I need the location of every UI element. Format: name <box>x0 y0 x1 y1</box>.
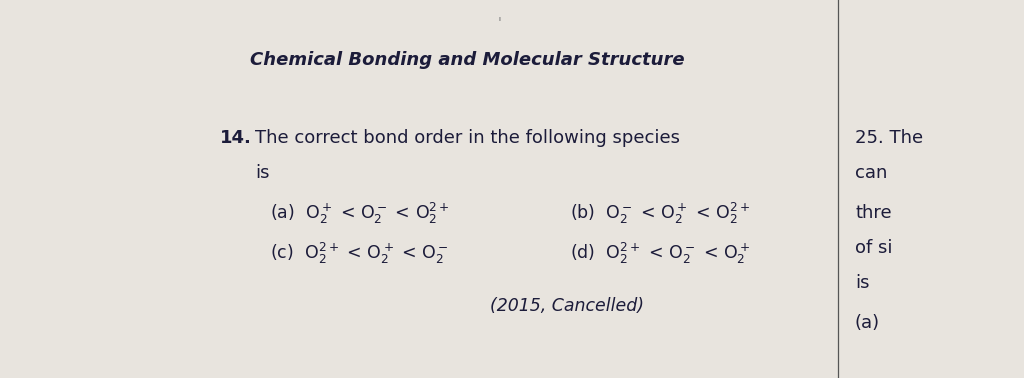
Text: can: can <box>855 164 888 182</box>
Text: (d)  $\mathrm{O_2^{2+}}$ < $\mathrm{O_2^-}$ < $\mathrm{O_2^+}$: (d) $\mathrm{O_2^{2+}}$ < $\mathrm{O_2^-… <box>570 240 751 266</box>
Text: ': ' <box>498 16 502 30</box>
Text: 14.: 14. <box>220 129 252 147</box>
Text: (2015, Cancelled): (2015, Cancelled) <box>490 297 644 315</box>
Text: 25. The: 25. The <box>855 129 923 147</box>
Text: is: is <box>255 164 269 182</box>
Text: (a)  $\mathrm{O_2^+}$ < $\mathrm{O_2^-}$ < $\mathrm{O_2^{2+}}$: (a) $\mathrm{O_2^+}$ < $\mathrm{O_2^-}$ … <box>270 200 450 226</box>
Text: is: is <box>855 274 869 292</box>
Text: (a): (a) <box>855 314 880 332</box>
Text: (c)  $\mathrm{O_2^{2+}}$ < $\mathrm{O_2^+}$ < $\mathrm{O_2^-}$: (c) $\mathrm{O_2^{2+}}$ < $\mathrm{O_2^+… <box>270 240 449 266</box>
Text: thre: thre <box>855 204 892 222</box>
Text: (b)  $\mathrm{O_2^-}$ < $\mathrm{O_2^+}$ < $\mathrm{O_2^{2+}}$: (b) $\mathrm{O_2^-}$ < $\mathrm{O_2^+}$ … <box>570 200 751 226</box>
Text: Chemical Bonding and Molecular Structure: Chemical Bonding and Molecular Structure <box>250 51 685 69</box>
Text: The correct bond order in the following species: The correct bond order in the following … <box>255 129 680 147</box>
Text: of si: of si <box>855 239 893 257</box>
